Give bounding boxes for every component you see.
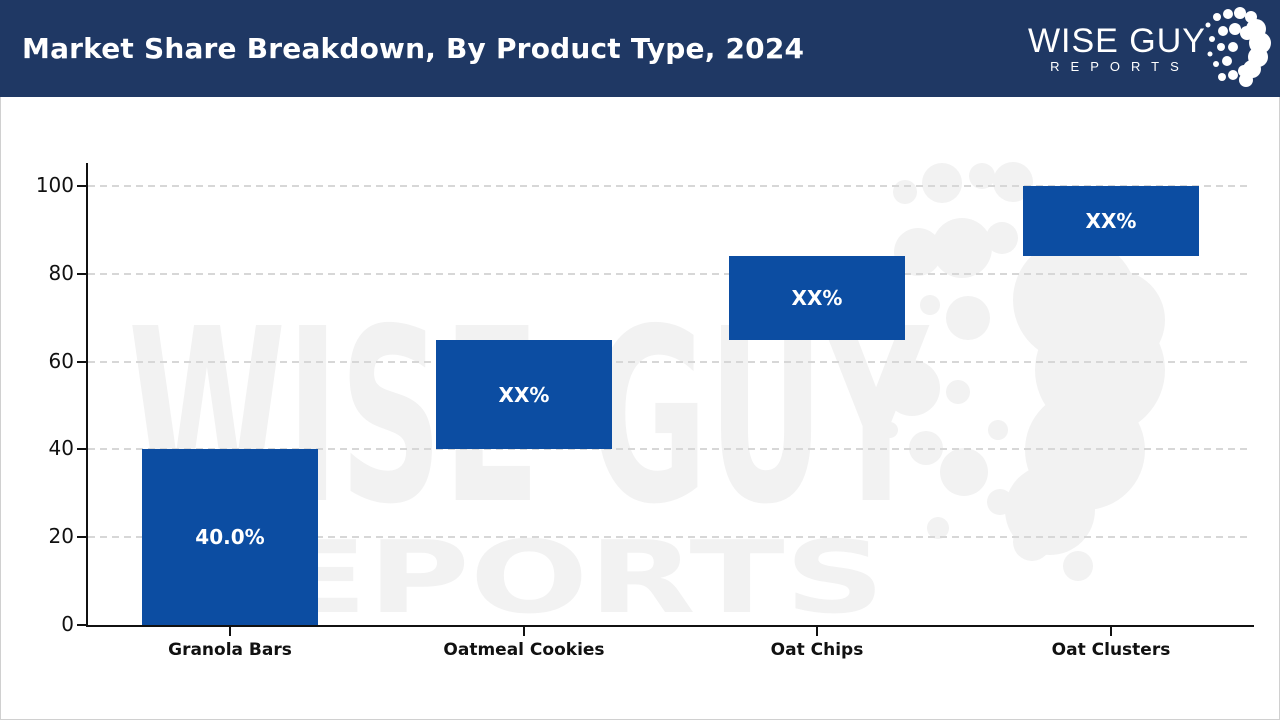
bar: XX%	[1023, 186, 1199, 257]
y-axis-tick-label: 60	[48, 348, 74, 373]
y-axis-tick	[77, 360, 86, 363]
gridline	[88, 536, 1252, 539]
y-axis-tick-label: 40	[48, 436, 74, 461]
bar-value-label: XX%	[498, 382, 550, 407]
x-category-label: Oat Clusters	[1051, 640, 1171, 660]
header-band: Market Share Breakdown, By Product Type,…	[0, 0, 1280, 97]
bar-value-label: 40.0%	[195, 525, 265, 550]
wise-guy-reports-logo: WISE GUY REPORTS	[1028, 7, 1274, 91]
gridline	[88, 448, 1252, 451]
y-axis-tick	[77, 536, 86, 539]
watermark-head-graphic	[882, 162, 1165, 581]
gridline	[88, 360, 1252, 363]
y-axis-tick-label: 20	[48, 524, 74, 549]
left-edge-border	[0, 97, 1, 720]
gridline	[88, 272, 1252, 275]
y-axis-tick-label: 100	[35, 173, 74, 197]
x-axis-tick	[229, 627, 231, 636]
bar: XX%	[729, 256, 905, 340]
y-axis-tick-label: 80	[48, 260, 74, 285]
page-title: Market Share Breakdown, By Product Type,…	[22, 32, 805, 65]
x-axis-line	[86, 625, 1254, 627]
bar-value-label: XX%	[1085, 209, 1137, 234]
logo-wordmark: WISE GUY	[1027, 22, 1206, 60]
y-axis-tick	[77, 185, 86, 187]
bar-value-label: XX%	[791, 285, 843, 310]
gridline	[88, 185, 1252, 187]
y-axis-line	[86, 163, 88, 627]
wiseguy-head-icon	[1205, 7, 1271, 87]
x-axis-tick	[1110, 627, 1112, 636]
logo-text: WISE GUY REPORTS	[1028, 23, 1206, 75]
y-axis-tick	[77, 624, 86, 626]
x-category-label: Oat Chips	[770, 640, 864, 660]
bar: 40.0%	[142, 449, 318, 625]
x-category-label: Oatmeal Cookies	[443, 640, 605, 660]
x-axis-tick	[816, 627, 818, 636]
logo-subtitle: REPORTS	[1050, 59, 1190, 74]
bar: XX%	[436, 339, 612, 450]
y-axis-tick	[77, 272, 86, 275]
y-axis-tick	[77, 448, 86, 451]
x-axis-tick	[523, 627, 525, 636]
y-axis-tick-label: 0	[61, 612, 74, 636]
x-category-label: Granola Bars	[168, 640, 292, 660]
